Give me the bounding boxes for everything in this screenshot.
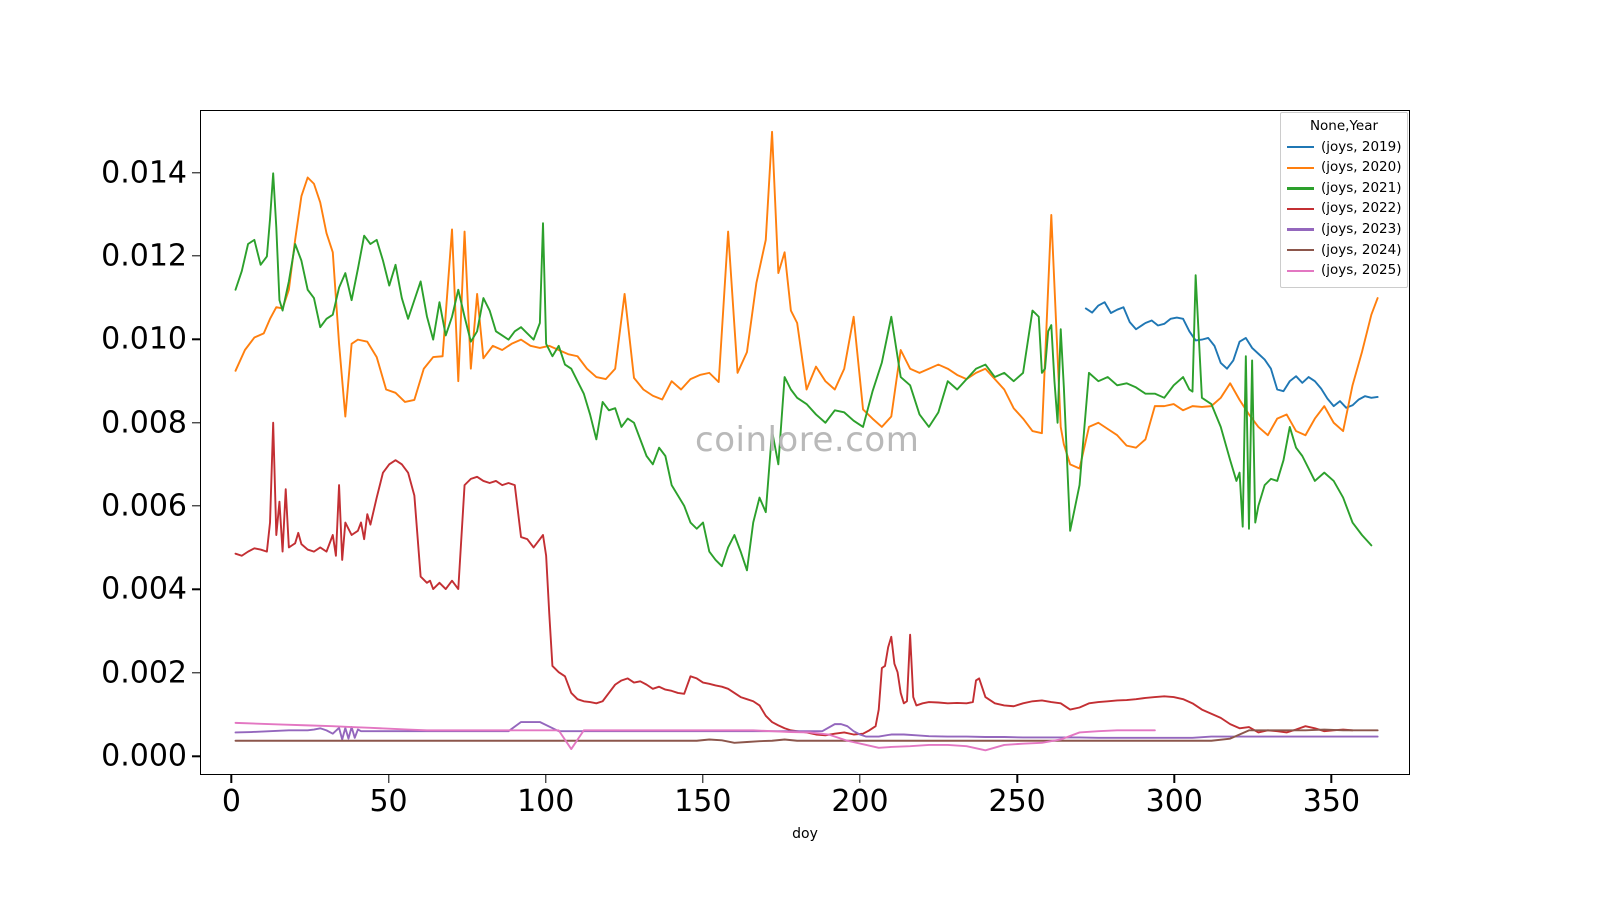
x-tick-mark	[1173, 775, 1175, 783]
x-tick-mark	[702, 775, 704, 783]
y-tick-label: 0.010	[101, 321, 187, 357]
x-tick-mark	[1016, 775, 1018, 783]
x-tick-mark	[859, 775, 861, 783]
legend-color-swatch	[1287, 166, 1314, 170]
series-line	[236, 423, 1353, 736]
x-tick-mark	[545, 775, 547, 783]
x-tick-label: 200	[831, 784, 889, 819]
legend-item[interactable]: (joys, 2025)	[1287, 261, 1402, 282]
x-tick-mark	[230, 775, 233, 783]
y-tick-mark	[192, 505, 200, 507]
legend-color-swatch	[1287, 207, 1314, 211]
legend-color-swatch	[1287, 228, 1314, 231]
x-axis-label: doy	[792, 826, 818, 842]
legend-item-label: (joys, 2021)	[1321, 179, 1402, 196]
legend-item-label: (joys, 2025)	[1321, 262, 1402, 279]
legend-color-swatch	[1287, 249, 1314, 252]
x-tick-mark	[387, 775, 390, 783]
y-tick-mark	[192, 588, 200, 591]
series-line	[236, 173, 1372, 570]
y-tick-label: 0.002	[101, 655, 187, 691]
legend: None,Year (joys, 2019) (joys, 2020) (joys,…	[1280, 112, 1408, 289]
y-tick-mark	[192, 338, 200, 340]
legend-item[interactable]: (joys, 2022)	[1287, 199, 1402, 220]
y-tick-label: 0.014	[101, 155, 187, 191]
series-line	[236, 722, 1378, 739]
legend-title: None,Year	[1309, 118, 1379, 134]
y-tick-label: 0.006	[101, 488, 187, 524]
y-tick-label: 0.012	[101, 238, 187, 274]
x-tick-label: 250	[988, 784, 1046, 819]
legend-color-swatch	[1287, 269, 1314, 273]
series-svg	[201, 111, 1409, 774]
legend-item[interactable]: (joys, 2020)	[1287, 158, 1402, 179]
series-line	[1086, 302, 1378, 408]
legend-item[interactable]: (joys, 2024)	[1287, 240, 1402, 261]
x-tick-label: 150	[674, 784, 732, 819]
y-tick-label: 0.008	[101, 405, 187, 441]
y-tick-mark	[192, 171, 200, 174]
legend-color-swatch	[1287, 187, 1314, 190]
legend-item[interactable]: (joys, 2021)	[1287, 178, 1402, 199]
plot-area	[200, 110, 1410, 775]
y-tick-label: 0.000	[101, 738, 187, 774]
legend-item-label: (joys, 2023)	[1321, 220, 1402, 237]
y-tick-mark	[192, 255, 200, 257]
legend-item-label: (joys, 2020)	[1321, 159, 1402, 176]
legend-rows: (joys, 2019) (joys, 2020) (joys, 2021) (joy…	[1287, 137, 1402, 282]
legend-item[interactable]: (joys, 2019)	[1287, 137, 1402, 158]
y-tick-mark	[192, 672, 200, 674]
y-tick-mark	[192, 421, 200, 424]
legend-item-label: (joys, 2019)	[1321, 138, 1402, 155]
series-line	[236, 723, 1155, 750]
x-tick-label: 300	[1145, 784, 1203, 819]
series-line	[236, 132, 1378, 469]
legend-color-swatch	[1287, 146, 1314, 149]
x-tick-label: 100	[517, 784, 575, 819]
x-tick-label: 0	[221, 784, 241, 819]
legend-item-label: (joys, 2022)	[1321, 200, 1402, 217]
legend-item-label: (joys, 2024)	[1321, 241, 1402, 258]
x-tick-label: 350	[1302, 784, 1361, 819]
x-tick-mark	[1330, 775, 1333, 783]
x-tick-label: 50	[369, 784, 408, 819]
series-line	[236, 730, 1378, 743]
y-tick-mark	[192, 755, 200, 757]
legend-item[interactable]: (joys, 2023)	[1287, 219, 1402, 240]
y-tick-label: 0.004	[101, 571, 187, 607]
